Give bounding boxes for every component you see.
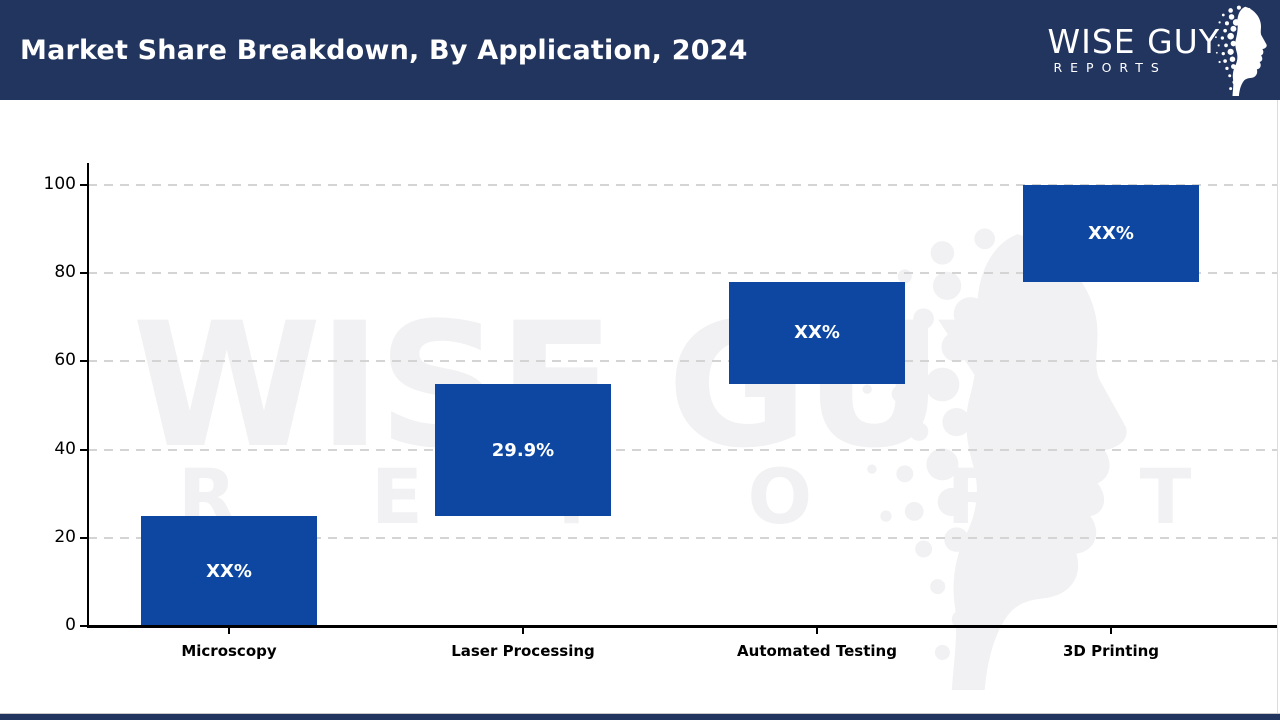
logo-wordmark: WISE GUY REPORTS [1047, 21, 1220, 76]
y-axis-tick-0 [80, 625, 88, 627]
y-axis-line [87, 162, 89, 628]
x-axis-tick-automated-testing [816, 628, 818, 634]
bar-value-label-3d-printing: XX% [1088, 222, 1134, 244]
gridline-40 [88, 448, 1277, 451]
bar-automated-testing: XX% [729, 281, 905, 385]
logo-wordmark-line2: REPORTS [1053, 60, 1167, 76]
footer-bar [0, 713, 1280, 720]
x-axis-tick-laser-processing [522, 628, 524, 634]
chart-area: WISE GUY R E P O R T S 020406080100XX%Mi… [0, 100, 1280, 720]
gridline-100 [88, 184, 1277, 186]
y-axis-label-100: 100 [43, 174, 76, 194]
y-axis-label-60: 60 [54, 350, 76, 371]
y-axis-tick-80 [80, 272, 88, 275]
y-axis-label-40: 40 [54, 438, 76, 459]
page-title: Market Share Breakdown, By Application, … [20, 34, 748, 66]
x-axis-label-microscopy: Microscopy [181, 642, 277, 660]
gridline-60 [88, 360, 1277, 363]
x-axis-label-laser-processing: Laser Processing [451, 642, 595, 660]
x-axis-tick-microscopy [228, 628, 230, 634]
bar-value-label-microscopy: XX% [206, 560, 252, 582]
y-axis-tick-20 [80, 536, 88, 539]
figure-right-border [1277, 100, 1278, 720]
bar-microscopy: XX% [141, 516, 317, 626]
header-bar: Market Share Breakdown, By Application, … [0, 0, 1280, 100]
y-axis-tick-40 [80, 448, 88, 451]
logo-wordmark-line1: WISE GUY [1047, 21, 1220, 61]
x-axis-label-3d-printing: 3D Printing [1062, 642, 1160, 660]
y-axis-label-80: 80 [54, 262, 76, 283]
bar-3d-printing: XX% [1023, 185, 1199, 282]
y-axis-tick-100 [80, 184, 88, 186]
y-axis-label-0: 0 [65, 615, 76, 635]
bar-value-label-automated-testing: XX% [794, 322, 840, 344]
bar-laser-processing: 29.9% [435, 384, 611, 517]
y-axis-label-20: 20 [54, 526, 76, 547]
y-axis-tick-60 [80, 360, 88, 363]
bar-value-label-laser-processing: 29.9% [491, 439, 555, 461]
x-axis-tick-3d-printing [1110, 628, 1112, 634]
gridline-80 [88, 272, 1277, 275]
brand-logo: WISE GUY REPORTS [1047, 4, 1280, 96]
x-axis-line [87, 625, 1277, 628]
gridline-20 [88, 536, 1277, 539]
x-axis-label-automated-testing: Automated Testing [737, 642, 897, 660]
